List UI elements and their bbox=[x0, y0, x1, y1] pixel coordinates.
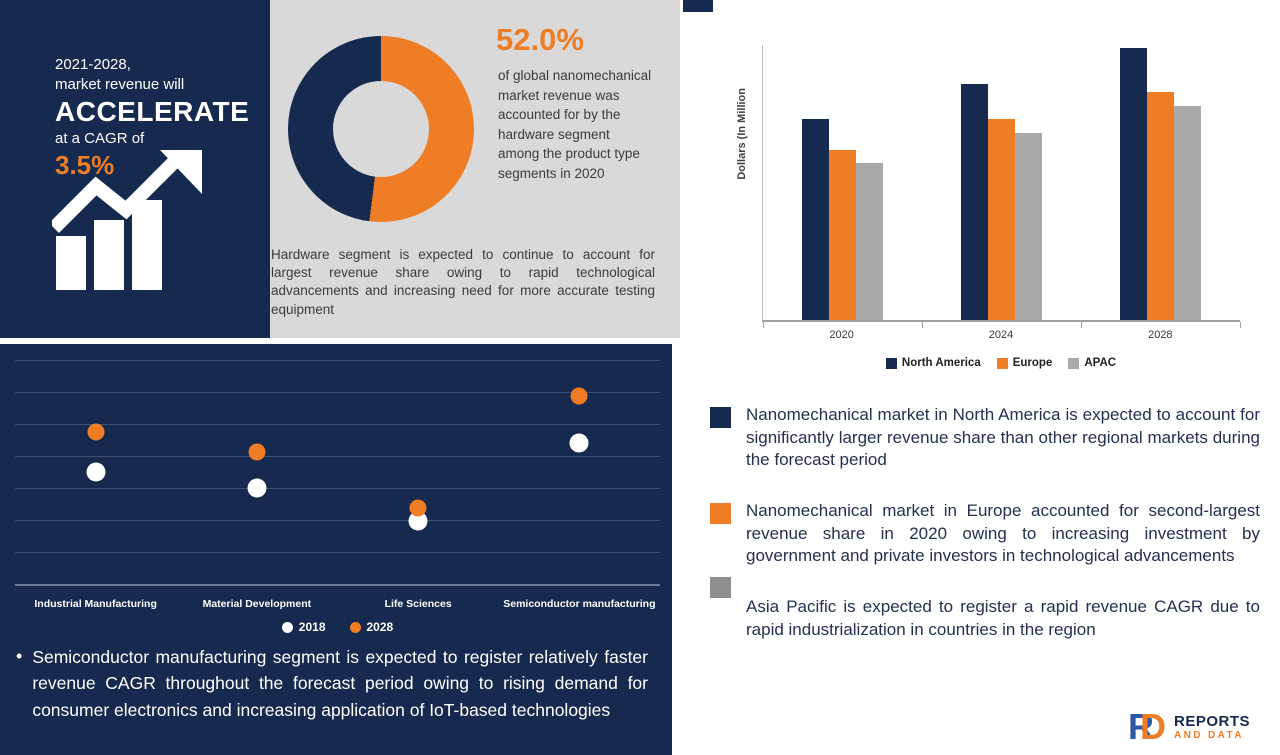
cagr-label: at a CAGR of bbox=[55, 130, 145, 147]
logo-letter-r: R bbox=[1127, 706, 1154, 747]
legend-label: North America bbox=[901, 357, 981, 369]
dot-category-label: Material Development bbox=[202, 598, 312, 610]
bar-apac-2028 bbox=[1174, 105, 1201, 320]
gridline bbox=[15, 456, 660, 457]
growth-arrow-chart-icon bbox=[52, 150, 202, 290]
gridline bbox=[15, 552, 660, 553]
legend-square-icon bbox=[996, 357, 1008, 369]
bar-x-label-2020: 2020 bbox=[829, 329, 854, 341]
apac-bullet-square bbox=[710, 577, 731, 598]
bar-north-america-2028 bbox=[1120, 47, 1147, 320]
bar-chart-plot-area bbox=[762, 45, 1241, 328]
bar-group-2028 bbox=[1120, 45, 1201, 320]
legend-dot-icon bbox=[281, 621, 293, 633]
semiconductor-bullet: • Semiconductor manufacturing segment is… bbox=[16, 644, 648, 723]
cagr-years: 2021-2028, bbox=[55, 56, 131, 73]
legend-label: 2028 bbox=[366, 620, 394, 634]
legend-square-icon bbox=[885, 357, 897, 369]
legend-item-2018: 2018 bbox=[281, 620, 326, 634]
semiconductor-bullet-text: Semiconductor manufacturing segment is e… bbox=[32, 647, 648, 720]
bar-group-2024 bbox=[961, 45, 1042, 320]
axis-tick bbox=[1080, 322, 1082, 328]
dot-2018-material-development bbox=[247, 478, 267, 498]
bar-north-america-2020 bbox=[802, 119, 829, 320]
north-america-bullet: Nanomechanical market in North America i… bbox=[710, 404, 1260, 472]
bar-legend-item-north-america: North America bbox=[885, 357, 981, 369]
dot-2018-semiconductor-manufacturing bbox=[569, 433, 589, 453]
bar-apac-2024 bbox=[1015, 133, 1042, 320]
logo-and-data-text: AND DATA bbox=[1173, 729, 1244, 741]
reports-and-data-logo-mark: RD bbox=[1128, 709, 1166, 745]
bar-legend-item-apac: APAC bbox=[1068, 357, 1116, 369]
regional-panel: Dollars (In Million 2020 2024 2028 North A… bbox=[680, 0, 1280, 755]
gridline bbox=[15, 424, 660, 425]
legend-square-icon bbox=[1068, 357, 1080, 369]
dot-plot-category-labels: Industrial Manufacturing Material Develop… bbox=[15, 598, 660, 610]
gridline bbox=[15, 360, 660, 361]
bar-chart-legend: North America Europe APAC bbox=[762, 357, 1240, 369]
bar-north-america-2024 bbox=[961, 83, 988, 320]
application-segment-panel: Industrial Manufacturing Material Develop… bbox=[0, 344, 672, 755]
logo-text: REPORTS AND DATA bbox=[1174, 713, 1250, 742]
donut-hole bbox=[333, 81, 429, 177]
gridline bbox=[15, 488, 660, 489]
bar-x-label-2024: 2024 bbox=[988, 329, 1014, 341]
logo-letter-d: D bbox=[1139, 706, 1166, 747]
logo-reports-text: REPORTS bbox=[1173, 712, 1250, 730]
dot-category-label: Life Sciences bbox=[384, 598, 452, 610]
cagr-rate-value: 3.5% bbox=[55, 150, 115, 180]
legend-item-2028: 2028 bbox=[349, 620, 394, 634]
hardware-share-percent: 52.0% bbox=[496, 22, 584, 57]
axis-tick bbox=[1240, 322, 1241, 328]
bar-x-label-2028: 2028 bbox=[1148, 329, 1173, 341]
dot-2018-life-sciences bbox=[408, 511, 428, 531]
legend-label: 2018 bbox=[298, 620, 326, 634]
gridline bbox=[15, 392, 660, 393]
legend-dot-icon bbox=[349, 621, 361, 633]
bar-chart-x-labels: 2020 2024 2028 bbox=[762, 329, 1240, 341]
cagr-text-block: 2021-2028, market revenue will ACCELERAT… bbox=[55, 56, 249, 181]
bar-europe-2020 bbox=[829, 149, 856, 320]
cagr-accelerate-heading: ACCELERATE bbox=[55, 96, 250, 127]
legend-label: APAC bbox=[1084, 357, 1117, 369]
dot-2028-industrial-manufacturing bbox=[87, 423, 105, 441]
bar-apac-2020 bbox=[856, 163, 883, 320]
hardware-segment-note: Hardware segment is expected to continue… bbox=[271, 247, 655, 317]
dot-category-label: Semiconductor manufacturing bbox=[503, 598, 656, 610]
bar-europe-2024 bbox=[988, 119, 1015, 320]
reports-and-data-logo: RD REPORTS AND DATA bbox=[1128, 709, 1250, 745]
hardware-share-description: of global nanomechanical market revenue … bbox=[498, 68, 652, 181]
bar-chart-y-axis-label: Dollars (In Million bbox=[736, 88, 748, 180]
dot-category-label: Industrial Manufacturing bbox=[34, 598, 157, 610]
dot-2028-semiconductor-manufacturing bbox=[570, 387, 588, 405]
legend-label: Europe bbox=[1012, 357, 1053, 369]
europe-bullet: Nanomechanical market in Europe accounte… bbox=[710, 500, 1260, 568]
europe-bullet-square bbox=[710, 503, 731, 524]
hardware-segment-panel: 52.0% of global nanomechanical market re… bbox=[270, 0, 680, 338]
bullet-marker: • bbox=[16, 646, 23, 666]
axis-tick bbox=[921, 322, 923, 328]
bar-europe-2028 bbox=[1147, 91, 1174, 320]
dot-2028-life-sciences bbox=[409, 499, 427, 517]
north-america-bullet-text: Nanomechanical market in North America i… bbox=[746, 405, 1260, 470]
europe-bullet-text: Nanomechanical market in Europe accounte… bbox=[746, 501, 1260, 566]
cagr-panel: 2021-2028, market revenue will ACCELERAT… bbox=[0, 0, 270, 338]
corner-accent-tab bbox=[683, 0, 713, 12]
north-america-bullet-square bbox=[710, 407, 731, 428]
apac-bullet-text: Asia Pacific is expected to register a r… bbox=[746, 597, 1260, 639]
bar-legend-item-europe: Europe bbox=[996, 357, 1053, 369]
bar-group-2020 bbox=[802, 45, 883, 320]
apac-bullet: Asia Pacific is expected to register a r… bbox=[710, 574, 1260, 641]
dot-plot-chart bbox=[15, 360, 660, 586]
dot-2018-industrial-manufacturing bbox=[86, 462, 106, 482]
dot-2028-material-development bbox=[248, 443, 266, 461]
dot-plot-legend: 2018 2028 bbox=[15, 620, 660, 634]
donut-chart bbox=[288, 36, 474, 222]
gridline bbox=[15, 520, 660, 521]
cagr-subtitle: market revenue will bbox=[55, 76, 185, 93]
axis-tick bbox=[763, 322, 764, 328]
